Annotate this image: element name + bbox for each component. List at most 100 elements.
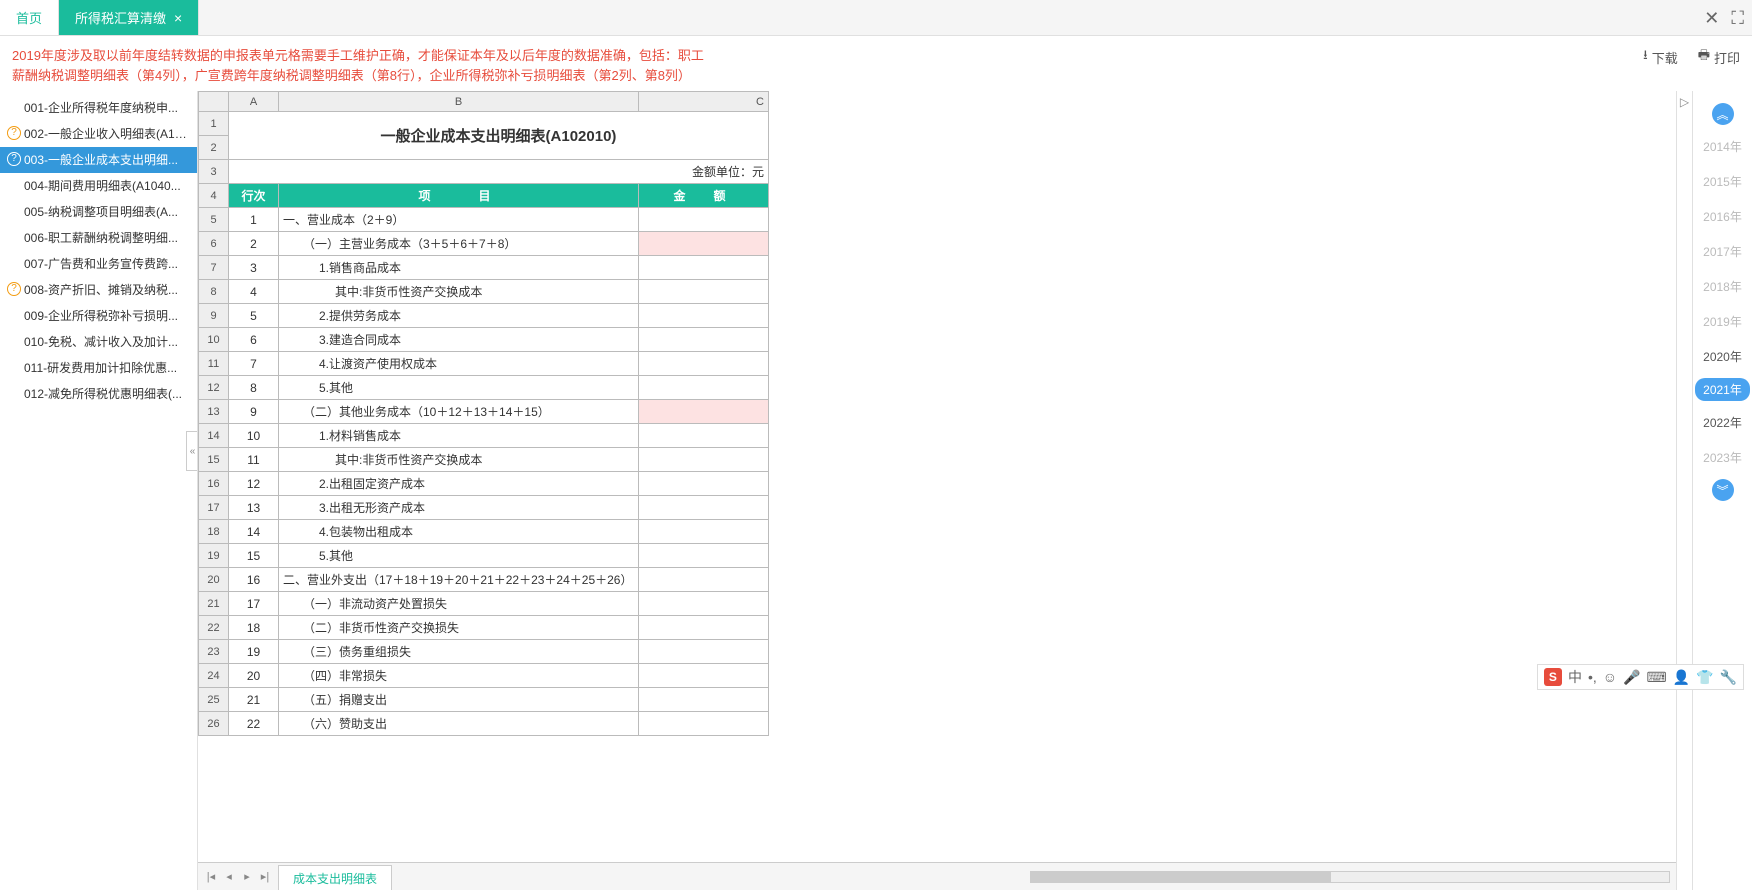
nav-item[interactable]: 001-企业所得税年度纳税申... [0, 95, 197, 121]
sheet-nav-prev-icon[interactable]: ◂ [220, 870, 238, 883]
ime-tool-icon[interactable]: 🔧 [1720, 669, 1737, 686]
scroll-up-icon[interactable]: ︽ [1712, 103, 1734, 125]
nav-item-label: 008-资产折旧、摊销及纳税... [24, 283, 178, 297]
row-item: （四）非常损失 [279, 664, 639, 688]
row-number: 20 [229, 664, 279, 688]
ime-user-icon[interactable]: 👤 [1673, 669, 1690, 686]
ime-lang[interactable]: 中 [1568, 667, 1582, 687]
collapse-handle[interactable]: « [186, 431, 198, 471]
row-number: 14 [229, 520, 279, 544]
right-expand-handle[interactable]: ▷ [1676, 91, 1692, 890]
sheet-tab[interactable]: 成本支出明细表 [278, 865, 392, 890]
amount-cell[interactable] [639, 232, 769, 256]
year-item[interactable]: 2023年 [1703, 444, 1742, 471]
amount-cell[interactable] [639, 568, 769, 592]
year-item[interactable]: 2017年 [1703, 238, 1742, 265]
ime-punct-icon[interactable]: •, [1588, 669, 1597, 685]
ime-keyboard-icon[interactable]: ⌨ [1646, 669, 1666, 686]
ime-emoji-icon[interactable]: ☺ [1603, 669, 1617, 685]
amount-cell[interactable] [639, 304, 769, 328]
amount-cell[interactable] [639, 616, 769, 640]
nav-item[interactable]: ?008-资产折旧、摊销及纳税... [0, 277, 197, 303]
close-icon[interactable]: × [174, 10, 182, 26]
close-window-icon[interactable]: ✕ [1704, 8, 1719, 29]
year-item[interactable]: 2015年 [1703, 168, 1742, 195]
chevron-right-icon: ▷ [1680, 95, 1689, 109]
nav-item[interactable]: 007-广告费和业务宣传费跨... [0, 251, 197, 277]
tab-income-tax[interactable]: 所得税汇算清缴 × [59, 0, 199, 35]
amount-cell[interactable] [639, 328, 769, 352]
amount-cell[interactable] [639, 400, 769, 424]
sheet-nav-last-icon[interactable]: ▸| [256, 870, 274, 883]
row-item: （一）非流动资产处置损失 [279, 592, 639, 616]
nav-item[interactable]: ?003-一般企业成本支出明细... [0, 147, 197, 173]
amount-cell[interactable] [639, 448, 769, 472]
column-header: 项 目 [279, 184, 639, 208]
year-item[interactable]: 2022年 [1703, 409, 1742, 436]
row-item: 2.提供劳务成本 [279, 304, 639, 328]
year-rail: ︽ 2014年 2015年 2016年 2017年 2018年 2019年 2020年 202… [1692, 91, 1752, 890]
amount-cell[interactable] [639, 352, 769, 376]
year-item[interactable]: 2014年 [1703, 133, 1742, 160]
sheet-area[interactable]: ABC1一般企业成本支出明细表(A102010)23金额单位：元4行次项 目金 … [198, 91, 1676, 862]
nav-item[interactable]: 004-期间费用明细表(A1040... [0, 173, 197, 199]
help-icon[interactable]: ? [7, 126, 21, 140]
amount-cell[interactable] [639, 424, 769, 448]
amount-cell[interactable] [639, 496, 769, 520]
ime-mic-icon[interactable]: 🎤 [1623, 669, 1640, 686]
year-item[interactable]: 2016年 [1703, 203, 1742, 230]
row-number: 22 [229, 712, 279, 736]
row-item: （三）债务重组损失 [279, 640, 639, 664]
amount-cell[interactable] [639, 664, 769, 688]
year-item[interactable]: 2020年 [1703, 343, 1742, 370]
row-number: 4 [229, 280, 279, 304]
nav-item[interactable]: 005-纳税调整项目明细表(A... [0, 199, 197, 225]
amount-cell[interactable] [639, 472, 769, 496]
nav-item[interactable]: 010-免税、减计收入及加计... [0, 329, 197, 355]
amount-cell[interactable] [639, 712, 769, 736]
amount-cell[interactable] [639, 640, 769, 664]
amount-cell[interactable] [639, 208, 769, 232]
nav-item[interactable]: 009-企业所得税弥补亏损明... [0, 303, 197, 329]
nav-item[interactable]: ?002-一般企业收入明细表(A10... [0, 121, 197, 147]
row-item: 2.出租固定资产成本 [279, 472, 639, 496]
nav-item[interactable]: 011-研发费用加计扣除优惠... [0, 355, 197, 381]
year-item[interactable]: 2021年 [1695, 378, 1750, 401]
amount-cell[interactable] [639, 592, 769, 616]
amount-cell[interactable] [639, 688, 769, 712]
row-item: 其中:非货币性资产交换成本 [279, 280, 639, 304]
scroll-down-icon[interactable]: ︾ [1712, 479, 1734, 501]
download-button[interactable]: ⭳ 下载 [1643, 46, 1678, 68]
amount-cell[interactable] [639, 256, 769, 280]
ime-toolbar[interactable]: S 中 •, ☺ 🎤 ⌨ 👤 👕 🔧 [1537, 664, 1744, 690]
year-item[interactable]: 2018年 [1703, 273, 1742, 300]
sheet-nav-first-icon[interactable]: |◂ [202, 870, 220, 883]
row-number: 2 [229, 232, 279, 256]
row-number: 12 [229, 472, 279, 496]
amount-cell[interactable] [639, 376, 769, 400]
amount-cell[interactable] [639, 520, 769, 544]
row-number: 9 [229, 400, 279, 424]
help-icon[interactable]: ? [7, 282, 21, 296]
tab-label: 所得税汇算清缴 [75, 8, 166, 27]
nav-item[interactable]: 012-减免所得税优惠明细表(... [0, 381, 197, 407]
row-item: 5.其他 [279, 544, 639, 568]
print-button[interactable]: 🖶 打印 [1698, 46, 1740, 68]
amount-cell[interactable] [639, 280, 769, 304]
hscroll-track[interactable] [1030, 871, 1670, 883]
ime-skin-icon[interactable]: 👕 [1696, 669, 1713, 686]
row-item: 3.出租无形资产成本 [279, 496, 639, 520]
row-number: 17 [229, 592, 279, 616]
sheet-nav-next-icon[interactable]: ▸ [238, 870, 256, 883]
row-number: 5 [229, 304, 279, 328]
amount-cell[interactable] [639, 544, 769, 568]
row-number: 11 [229, 448, 279, 472]
fullscreen-icon[interactable]: ⛶ [1731, 8, 1744, 29]
hscroll-thumb[interactable] [1031, 872, 1331, 882]
tab-home[interactable]: 首页 [0, 0, 59, 35]
help-icon[interactable]: ? [7, 152, 21, 166]
nav-item[interactable]: 006-职工薪酬纳税调整明细... [0, 225, 197, 251]
download-label: 下载 [1652, 48, 1678, 67]
year-item[interactable]: 2019年 [1703, 308, 1742, 335]
ime-logo-icon: S [1544, 668, 1562, 686]
